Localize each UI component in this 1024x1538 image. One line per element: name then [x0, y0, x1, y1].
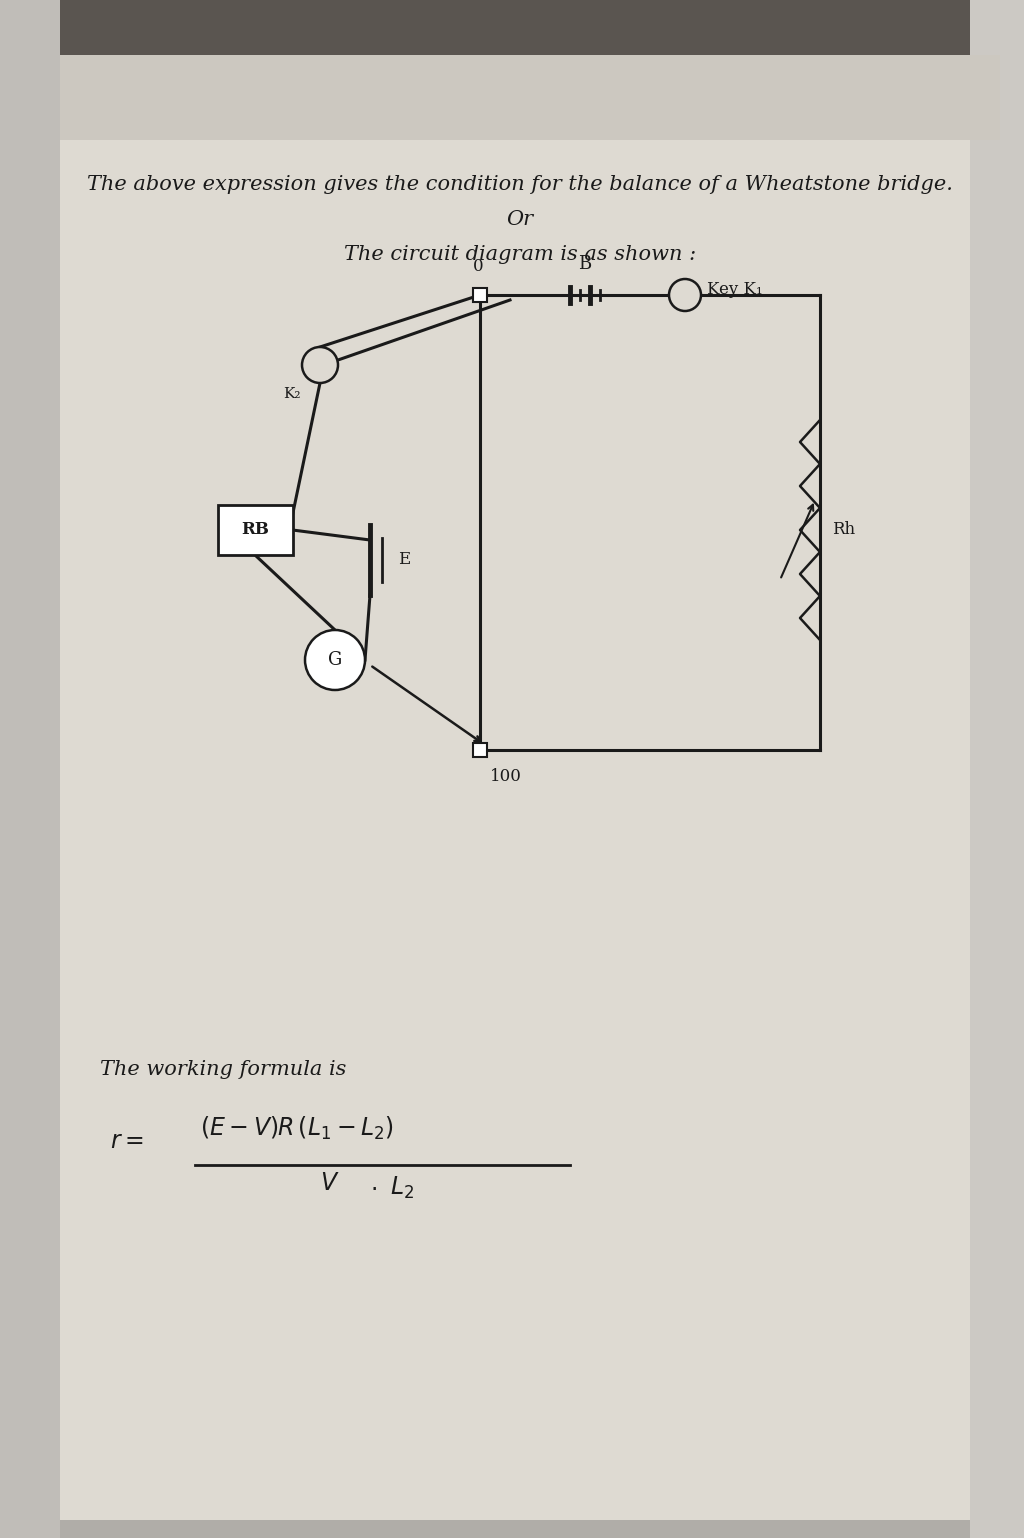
Circle shape [669, 278, 701, 311]
Polygon shape [30, 20, 1005, 1520]
Text: $L_2$: $L_2$ [390, 1175, 414, 1201]
Text: The working formula is: The working formula is [100, 1060, 346, 1080]
Text: $.$: $.$ [370, 1172, 377, 1195]
Text: The above expression gives the condition for the balance of a Wheatstone bridge.: The above expression gives the condition… [87, 175, 953, 194]
Polygon shape [0, 0, 1024, 55]
Text: The circuit diagram is as shown :: The circuit diagram is as shown : [344, 245, 696, 265]
Text: $r=$: $r=$ [110, 1130, 143, 1154]
Text: Key K₁: Key K₁ [707, 281, 763, 298]
Bar [473, 743, 487, 757]
Circle shape [305, 631, 365, 691]
Text: 0: 0 [473, 258, 483, 275]
Text: $(E-V)R\,(L_1-L_2)$: $(E-V)R\,(L_1-L_2)$ [200, 1115, 394, 1143]
Text: E: E [398, 552, 411, 569]
Bar [217, 504, 293, 555]
Text: B: B [579, 255, 592, 274]
Text: 100: 100 [490, 767, 522, 784]
Text: RB: RB [241, 521, 269, 538]
Circle shape [302, 348, 338, 383]
Text: Or: Or [507, 211, 534, 229]
Polygon shape [0, 0, 60, 1538]
Text: Rh: Rh [831, 521, 855, 538]
Bar [473, 288, 487, 301]
Text: G: G [328, 651, 342, 669]
Polygon shape [970, 0, 1024, 1538]
Polygon shape [60, 55, 1000, 140]
Text: $V$: $V$ [319, 1172, 340, 1195]
Text: K₂: K₂ [284, 388, 301, 401]
